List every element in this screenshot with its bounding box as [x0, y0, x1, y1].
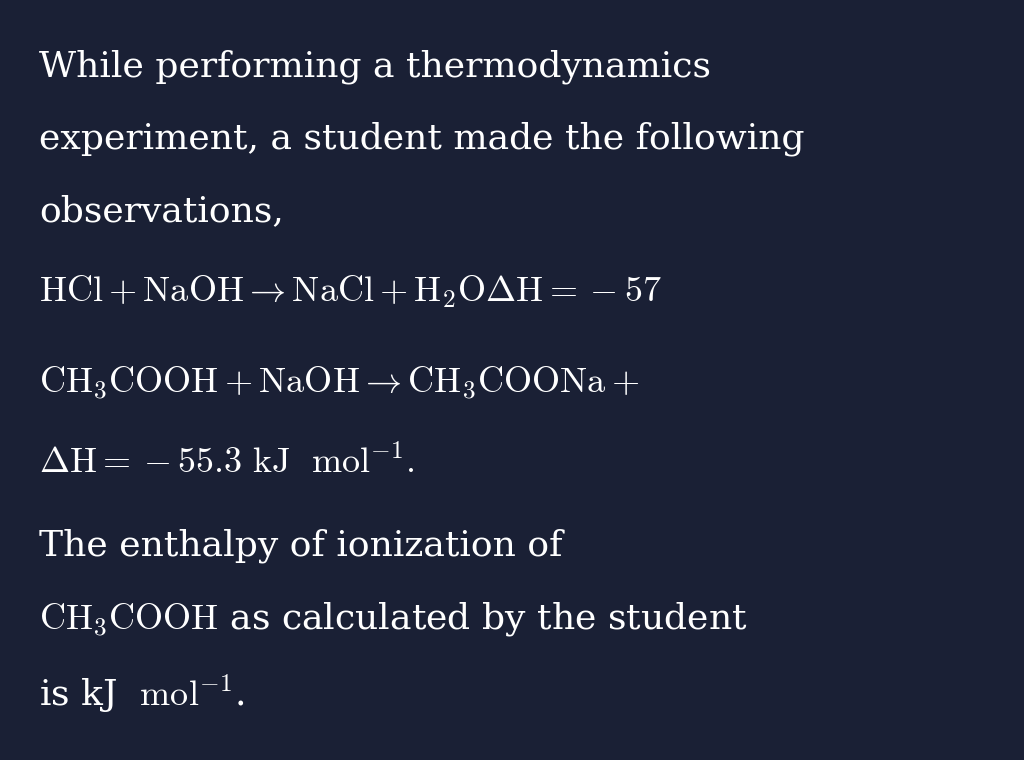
Text: The enthalpy of ionization of: The enthalpy of ionization of [39, 528, 562, 562]
Text: observations,: observations, [39, 194, 284, 228]
Text: $\mathrm{CH_3 COOH}$ as calculated by the student: $\mathrm{CH_3 COOH}$ as calculated by th… [39, 600, 748, 638]
Text: $\mathrm{HCl + NaOH \rightarrow NaCl + H_2O\Delta H = -57}$: $\mathrm{HCl + NaOH \rightarrow NaCl + H… [39, 274, 662, 310]
Text: $\mathrm{\Delta H = -55.3\ kJ\ \ mol^{-1}.}$: $\mathrm{\Delta H = -55.3\ kJ\ \ mol^{-1… [39, 445, 415, 480]
Text: $\mathrm{CH_3 COOH + NaOH \rightarrow CH_3 COONa +}$: $\mathrm{CH_3 COOH + NaOH \rightarrow CH… [39, 365, 639, 402]
Text: is kJ  $\mathrm{mol^{-1}}$.: is kJ $\mathrm{mol^{-1}}$. [39, 673, 245, 715]
Text: While performing a thermodynamics: While performing a thermodynamics [39, 49, 711, 84]
Text: experiment, a student made the following: experiment, a student made the following [39, 122, 805, 156]
